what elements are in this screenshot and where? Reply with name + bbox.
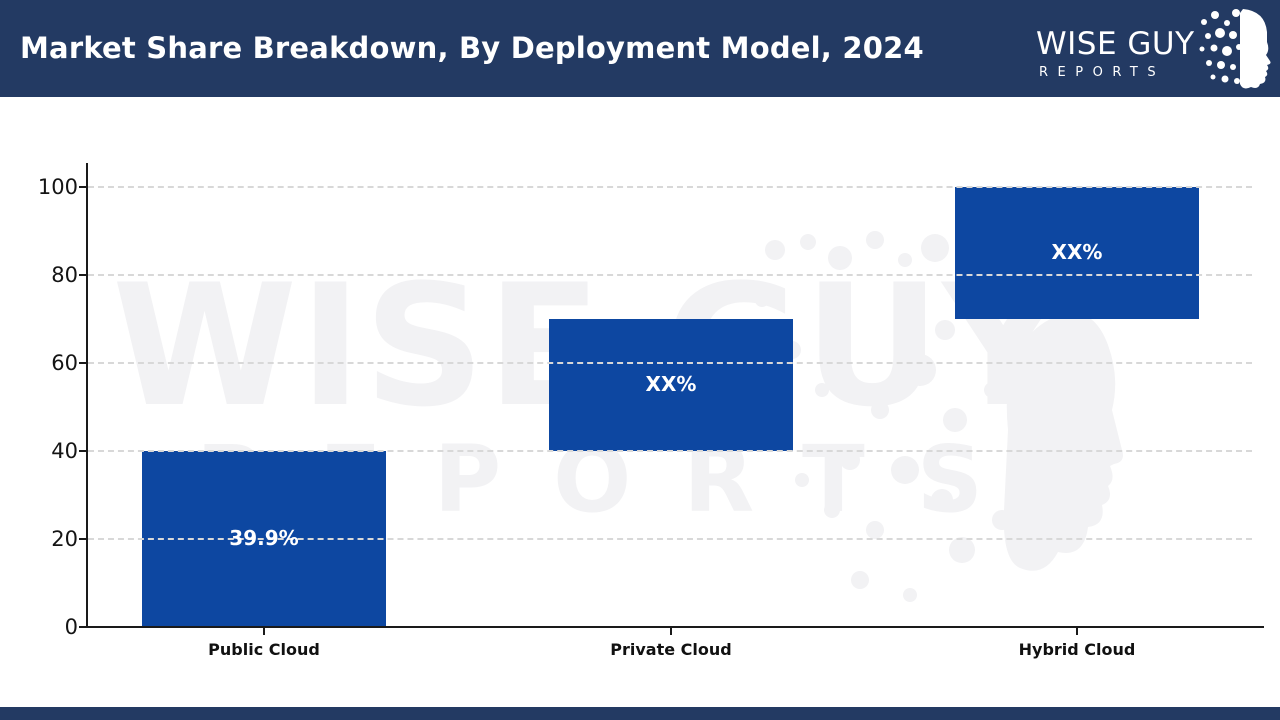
x-tick-mark bbox=[670, 628, 672, 635]
y-tick-mark bbox=[79, 361, 87, 364]
logo-tagline: REPORTS bbox=[1039, 65, 1165, 80]
y-tick-mark bbox=[79, 537, 87, 540]
y-tick-label: 0 bbox=[64, 614, 78, 639]
x-tick-mark bbox=[263, 628, 265, 635]
x-category-label-private-cloud: Private Cloud bbox=[610, 640, 732, 659]
grid-line bbox=[88, 273, 1252, 276]
grid-line bbox=[88, 537, 1252, 540]
bar-value-label: 39.9% bbox=[229, 525, 299, 550]
header-bar: Market Share Breakdown, By Deployment Mo… bbox=[0, 0, 1280, 97]
watermark-head-icon bbox=[755, 231, 1123, 602]
chart-title: Market Share Breakdown, By Deployment Mo… bbox=[20, 31, 924, 65]
bar-value-label: XX% bbox=[645, 371, 697, 396]
y-tick-mark bbox=[79, 185, 87, 188]
grid-line bbox=[88, 361, 1252, 364]
bar-hybrid-cloud bbox=[955, 186, 1199, 319]
wiseguy-head-icon bbox=[1199, 9, 1271, 89]
bar-private-cloud bbox=[549, 318, 793, 451]
y-tick-mark bbox=[79, 273, 87, 276]
x-axis-line bbox=[86, 626, 1264, 628]
grid-line bbox=[88, 449, 1252, 452]
grid-line bbox=[88, 185, 1252, 188]
y-tick-label: 40 bbox=[51, 438, 78, 463]
wiseguy-reports-logo: WISE GUY REPORTS bbox=[1036, 9, 1271, 89]
y-tick-label: 20 bbox=[51, 526, 78, 551]
x-category-label-public-cloud: Public Cloud bbox=[208, 640, 320, 659]
y-tick-mark bbox=[79, 625, 87, 628]
x-category-label-hybrid-cloud: Hybrid Cloud bbox=[1018, 640, 1136, 659]
logo-wordmark: WISE GUY bbox=[1036, 26, 1195, 62]
y-tick-mark bbox=[79, 449, 87, 452]
y-axis-line bbox=[86, 163, 88, 628]
y-tick-label: 100 bbox=[37, 174, 78, 199]
y-tick-label: 80 bbox=[51, 262, 78, 287]
footer-bar bbox=[0, 707, 1280, 720]
bar-value-label: XX% bbox=[1051, 239, 1103, 264]
y-tick-label: 60 bbox=[51, 350, 78, 375]
x-tick-mark bbox=[1076, 628, 1078, 635]
